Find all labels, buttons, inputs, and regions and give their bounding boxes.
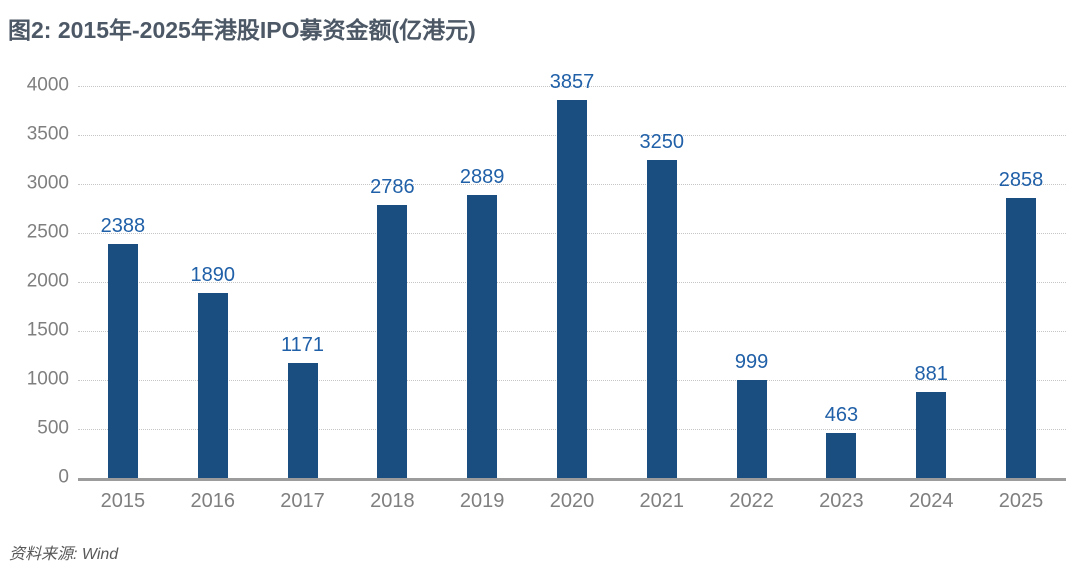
value-label-2016: 1890 [190,263,235,286]
x-axis-label-2018: 2018 [370,490,415,512]
bar-2020 [556,100,587,478]
value-label-2020: 3857 [549,71,595,94]
y-tick-label-3500: 3500 [26,123,69,145]
y-tick-label-4000: 4000 [26,74,69,96]
bar-group-2015: 2388 2015 [78,86,168,512]
y-tick-label-1000: 1000 [26,368,69,390]
bar-group-2019: 2889 2019 [437,86,527,512]
bar-2015 [107,243,138,478]
bar-2024 [916,391,947,478]
value-label-2018: 2786 [370,175,415,198]
y-tick-label-2500: 2500 [26,221,69,243]
bar-group-2021: 3250 2021 [617,86,707,513]
bar-2022 [736,380,767,478]
bar-2016 [197,292,228,478]
plot-area: 2388 2015 1890 2016 1171 2017 2786 2018 2889 2019… [78,71,1066,513]
y-tick-label-0: 0 [58,466,69,488]
bar-group-2023: 463 2023 [797,86,887,512]
value-label-2021: 3250 [639,130,685,153]
y-axis-labels: 0 500 1000 1500 2000 2500 3000 3500 4000 [0,75,69,488]
bar-group-2020: 3857 2020 [527,71,617,512]
x-axis-label-2023: 2023 [819,490,864,512]
x-axis-label-2020: 2020 [549,490,595,512]
value-label-2023: 463 [824,403,859,426]
x-axis-label-2021: 2021 [639,490,685,512]
y-tick-label-3000: 3000 [26,172,69,194]
bar-group-2022: 999 2022 [707,86,797,512]
bar-2019 [467,194,498,478]
gridline-4000 [78,86,1066,87]
bar-group-2017: 1171 2017 [258,86,348,512]
x-axis-label-2015: 2015 [100,490,146,512]
bar-group-2018: 2786 2018 [347,86,437,512]
x-axis-label-2025: 2025 [998,490,1044,512]
bar-group-2016: 1890 2016 [168,86,258,512]
bar-group-2024: 881 2024 [886,86,976,512]
value-label-2022: 999 [734,351,769,374]
value-label-2024: 881 [914,362,948,385]
value-label-2019: 2889 [459,165,505,188]
source-note: 资料来源: Wind [9,546,119,563]
y-tick-label-500: 500 [37,417,69,439]
y-tick-label-2000: 2000 [26,270,69,292]
bars-container: 2388 2015 1890 2016 1171 2017 2786 2018 2889 2019… [78,71,1066,513]
bar-2023 [826,432,857,478]
value-label-2017: 1171 [281,334,325,357]
x-axis-label-2024: 2024 [908,490,954,512]
chart-title: 图2: 2015年-2025年港股IPO募资金额(亿港元) [8,17,476,43]
bar-2021 [646,159,677,478]
x-axis-label-2016: 2016 [190,490,235,512]
x-axis-label-2019: 2019 [459,490,505,512]
y-tick-label-1500: 1500 [26,319,69,341]
bar-group-2025: 2858 2025 [976,86,1066,512]
bar-2017 [287,363,318,478]
x-axis-label-2017: 2017 [280,490,325,512]
x-axis-label-2022: 2022 [729,490,774,512]
value-label-2015: 2388 [100,214,146,237]
value-label-2025: 2858 [998,168,1044,191]
bar-2018 [377,204,408,478]
bar-2025 [1006,197,1037,478]
